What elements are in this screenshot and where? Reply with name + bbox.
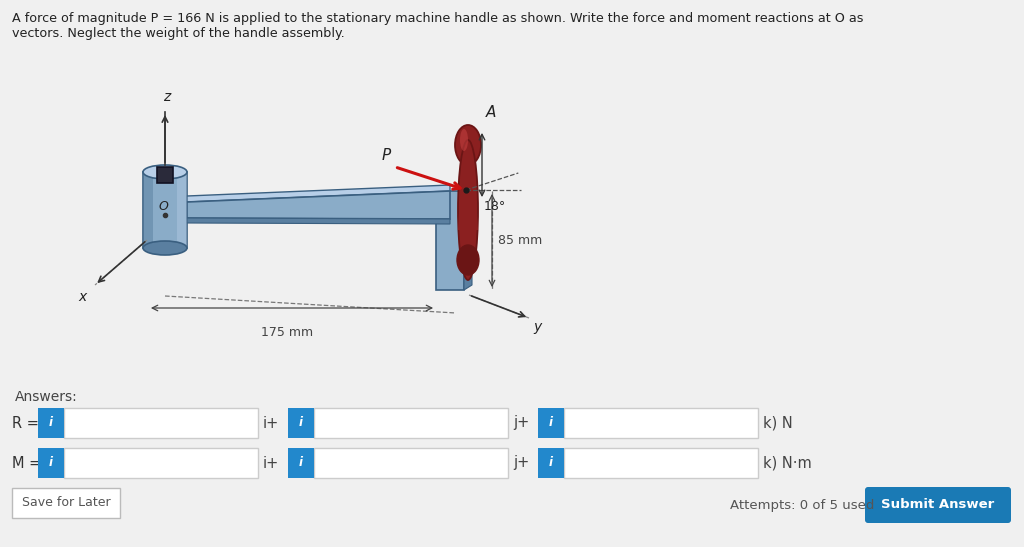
FancyBboxPatch shape	[38, 448, 63, 478]
Text: P: P	[381, 148, 391, 163]
Text: A force of magnitude P = 166 N is applied to the stationary machine handle as sh: A force of magnitude P = 166 N is applie…	[12, 12, 863, 25]
FancyBboxPatch shape	[288, 408, 314, 438]
Text: 85 mm: 85 mm	[498, 234, 543, 247]
Polygon shape	[187, 191, 450, 219]
Text: Attempts: 0 of 5 used: Attempts: 0 of 5 used	[730, 498, 874, 511]
Text: k) N·m: k) N·m	[763, 456, 812, 470]
Text: A: A	[486, 105, 497, 120]
Text: i: i	[49, 457, 53, 469]
Text: i: i	[549, 457, 553, 469]
Text: j+: j+	[513, 456, 529, 470]
Text: M = (: M = (	[12, 456, 51, 470]
Text: x: x	[79, 290, 87, 304]
Polygon shape	[187, 185, 450, 202]
FancyBboxPatch shape	[288, 448, 314, 478]
FancyBboxPatch shape	[314, 448, 508, 478]
Ellipse shape	[458, 140, 478, 280]
Ellipse shape	[455, 125, 481, 165]
Text: i: i	[49, 416, 53, 429]
Polygon shape	[464, 186, 472, 290]
FancyBboxPatch shape	[538, 448, 564, 478]
Text: Submit Answer: Submit Answer	[882, 498, 994, 511]
FancyBboxPatch shape	[12, 488, 120, 518]
Text: k) N: k) N	[763, 416, 793, 430]
FancyBboxPatch shape	[564, 448, 758, 478]
FancyBboxPatch shape	[63, 448, 258, 478]
FancyBboxPatch shape	[314, 408, 508, 438]
Text: i: i	[549, 416, 553, 429]
Polygon shape	[458, 195, 478, 230]
Polygon shape	[177, 172, 187, 248]
FancyBboxPatch shape	[865, 487, 1011, 523]
FancyBboxPatch shape	[564, 408, 758, 438]
FancyBboxPatch shape	[38, 408, 63, 438]
Ellipse shape	[460, 129, 468, 151]
FancyBboxPatch shape	[538, 408, 564, 438]
Text: R = (: R = (	[12, 416, 49, 430]
FancyBboxPatch shape	[157, 167, 173, 183]
Ellipse shape	[143, 241, 187, 255]
Text: 175 mm: 175 mm	[261, 326, 313, 339]
Text: i+: i+	[263, 456, 280, 470]
Polygon shape	[436, 191, 464, 290]
Polygon shape	[143, 172, 153, 248]
Text: j+: j+	[513, 416, 529, 430]
Text: Answers:: Answers:	[15, 390, 78, 404]
Text: i+: i+	[263, 416, 280, 430]
Polygon shape	[187, 218, 450, 224]
Text: y: y	[534, 320, 542, 334]
Text: O: O	[158, 201, 168, 213]
Text: i: i	[299, 416, 303, 429]
Text: Save for Later: Save for Later	[22, 497, 111, 509]
Ellipse shape	[457, 245, 479, 275]
Polygon shape	[143, 172, 187, 248]
Ellipse shape	[143, 165, 187, 179]
FancyBboxPatch shape	[63, 408, 258, 438]
Text: z: z	[164, 90, 171, 104]
Text: vectors. Neglect the weight of the handle assembly.: vectors. Neglect the weight of the handl…	[12, 27, 345, 40]
Text: 18°: 18°	[484, 200, 506, 213]
Text: i: i	[299, 457, 303, 469]
